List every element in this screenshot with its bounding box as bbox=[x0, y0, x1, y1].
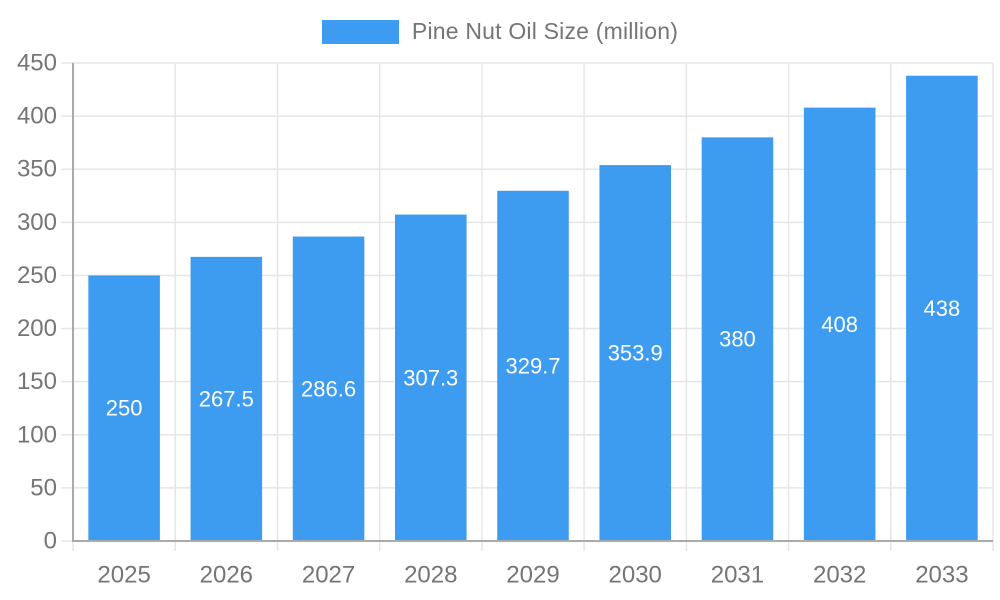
bar-2032[interactable] bbox=[803, 107, 876, 541]
bar-2029[interactable] bbox=[497, 190, 569, 541]
x-tick-label: 2027 bbox=[302, 562, 355, 589]
bar-2033[interactable] bbox=[906, 75, 978, 541]
x-tick-label: 2031 bbox=[711, 562, 764, 589]
x-tick-label: 2028 bbox=[404, 562, 457, 589]
x-tick-label: 2032 bbox=[813, 562, 866, 589]
bar-value-label: 353.9 bbox=[608, 341, 663, 366]
bar-2027[interactable] bbox=[292, 236, 365, 541]
y-tick-label: 250 bbox=[17, 262, 57, 289]
bar-value-label: 250 bbox=[106, 396, 143, 421]
bar-value-label: 329.7 bbox=[505, 353, 560, 378]
y-tick-label: 0 bbox=[44, 528, 57, 555]
y-tick-label: 200 bbox=[17, 315, 57, 342]
bar-value-label: 267.5 bbox=[199, 386, 254, 411]
x-tick-label: 2029 bbox=[506, 562, 559, 589]
y-tick-label: 450 bbox=[17, 50, 57, 77]
bar-2030[interactable] bbox=[599, 165, 671, 541]
y-tick-label: 300 bbox=[17, 209, 57, 236]
bar-2031[interactable] bbox=[701, 137, 774, 541]
legend-item[interactable]: Pine Nut Oil Size (million) bbox=[0, 18, 1000, 45]
bar-2026[interactable] bbox=[190, 256, 263, 541]
y-tick-label: 50 bbox=[30, 474, 57, 501]
x-tick-label: 2025 bbox=[97, 562, 150, 589]
y-tick-label: 350 bbox=[17, 156, 57, 183]
legend-label: Pine Nut Oil Size (million) bbox=[411, 18, 679, 44]
bar-value-label: 438 bbox=[924, 296, 961, 321]
legend-swatch bbox=[321, 19, 399, 44]
bar-value-label: 380 bbox=[719, 327, 756, 352]
y-tick-label: 150 bbox=[17, 368, 57, 395]
bar-2025[interactable] bbox=[88, 275, 160, 541]
x-tick-label: 2026 bbox=[200, 562, 253, 589]
bar-value-label: 307.3 bbox=[403, 365, 458, 390]
x-tick-label: 2033 bbox=[915, 562, 968, 589]
y-tick-label: 100 bbox=[17, 421, 57, 448]
bar-value-label: 408 bbox=[821, 312, 858, 337]
bar-2028[interactable] bbox=[395, 214, 467, 542]
x-tick-label: 2030 bbox=[609, 562, 662, 589]
bar-value-label: 286.6 bbox=[301, 376, 356, 401]
y-tick-label: 400 bbox=[17, 103, 57, 130]
